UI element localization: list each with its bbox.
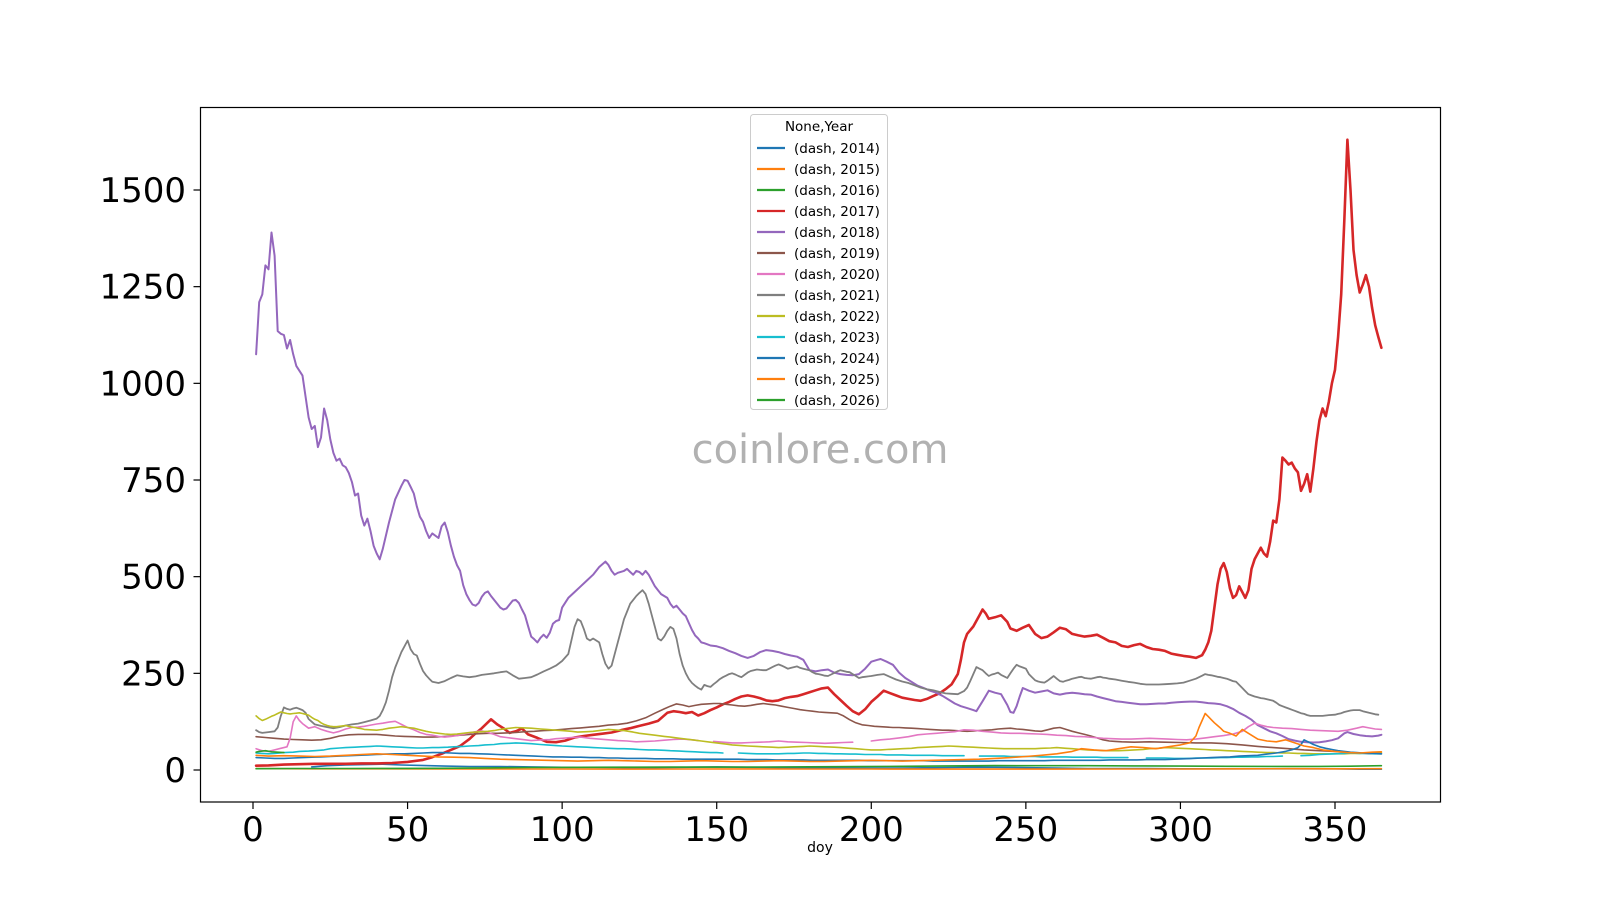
series-line-2018 [255, 231, 1383, 744]
x-tick-label: 150 [684, 810, 749, 850]
legend-label-2023: (dash, 2023) [794, 330, 880, 346]
legend-label-2019: (dash, 2019) [794, 246, 880, 262]
y-tick-label: 250 [121, 654, 186, 694]
legend-label-2015: (dash, 2015) [794, 162, 880, 178]
legend-label-2022: (dash, 2022) [794, 309, 880, 325]
legend-label-2014: (dash, 2014) [794, 141, 880, 157]
legend-label-2024: (dash, 2024) [794, 351, 880, 367]
y-tick-label: 1000 [99, 364, 186, 404]
plot-area-border [199, 106, 1442, 803]
legend-label-2018: (dash, 2018) [794, 225, 880, 241]
series-line-2020 [255, 715, 1383, 753]
series-line-2017 [254, 138, 1383, 767]
y-tick-label: 750 [121, 461, 186, 501]
y-tick-label: 500 [121, 558, 186, 598]
legend-label-2016: (dash, 2016) [794, 183, 880, 199]
series-line-2016 [255, 764, 1383, 770]
legend-label-2017: (dash, 2017) [794, 204, 880, 220]
legend-label-2026: (dash, 2026) [794, 393, 880, 409]
legend-label-2020: (dash, 2020) [794, 267, 880, 283]
x-tick-label: 350 [1303, 810, 1368, 850]
x-tick-label: 250 [993, 810, 1058, 850]
series-line-2026 [255, 749, 285, 754]
plot-spines [199, 106, 1442, 803]
x-axis: 0 50 100 150 200 250 300 350 [242, 802, 1367, 850]
y-tick-label: 0 [164, 751, 186, 791]
legend-title: None,Year [785, 119, 854, 135]
watermark: coinlore.com [692, 427, 949, 473]
legend: (dash, 2014) (dash, 2015) (dash, 2016) (das… [750, 114, 888, 410]
x-tick-label: 100 [530, 810, 595, 850]
series-lines [254, 138, 1383, 770]
series-line-2023 [255, 742, 1383, 760]
x-axis-label: doy [807, 840, 833, 856]
x-tick-label: 200 [839, 810, 904, 850]
x-tick-label: 0 [242, 810, 264, 850]
legend-box [750, 114, 888, 410]
y-axis: 0 250 500 750 1000 1250 1500 [99, 171, 201, 791]
x-tick-label: 300 [1148, 810, 1213, 850]
legend-label-2025: (dash, 2025) [794, 372, 880, 388]
y-tick-label: 1500 [99, 171, 186, 211]
x-tick-label: 50 [386, 810, 429, 850]
series-line-2025 [255, 712, 1383, 763]
series-line-2021 [255, 589, 1380, 734]
y-tick-label: 1250 [99, 268, 186, 308]
legend-label-2021: (dash, 2021) [794, 288, 880, 304]
